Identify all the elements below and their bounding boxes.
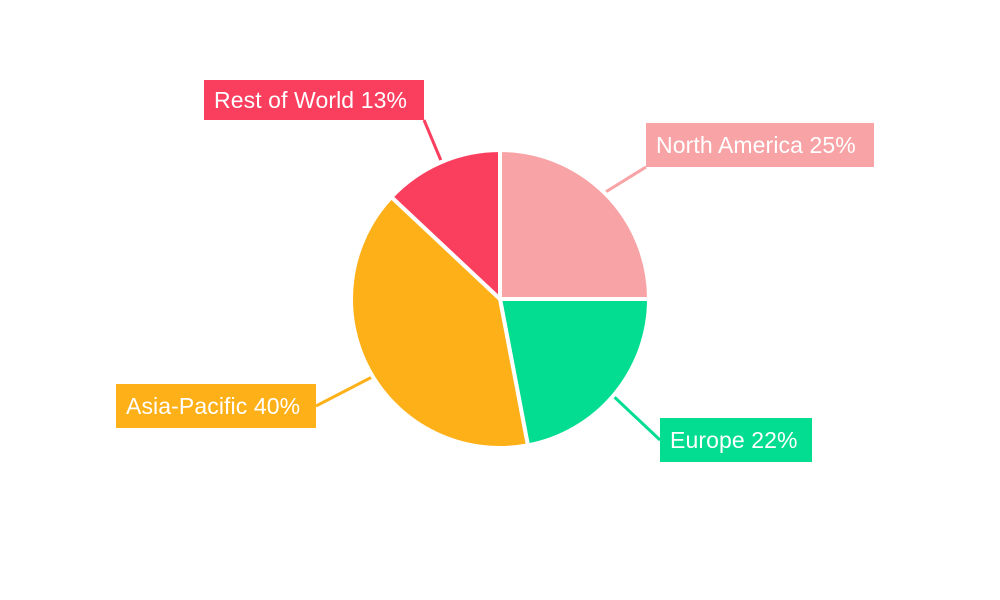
pie-slices-group [348,147,652,450]
pie-slice-europe[interactable] [497,297,652,448]
leader-line-asia-pacific [315,374,375,408]
slice-label-europe[interactable]: Europe 22% [660,418,812,462]
slice-label-rest-of-world[interactable]: Rest of World 13% [204,80,424,120]
leader-lines-group [315,119,662,442]
pie-slice-north-america[interactable] [498,147,652,301]
slice-label-text-europe: Europe 22% [670,426,798,453]
leader-line-europe [606,389,662,442]
slice-label-text-asia-pacific: Asia-Pacific 40% [126,392,301,419]
slice-label-asia-pacific[interactable]: Asia-Pacific 40% [116,384,316,428]
leader-line-north-america [603,165,647,195]
slice-label-text-rest-of-world: Rest of World 13% [214,86,408,113]
slice-label-text-north-america: North America 25% [656,131,856,158]
pie-slice-asia-pacific[interactable] [348,194,531,450]
slice-label-north-america[interactable]: North America 25% [646,123,874,167]
leader-line-rest-of-world [422,119,444,164]
pie-slice-rest-of-world[interactable] [388,147,502,304]
